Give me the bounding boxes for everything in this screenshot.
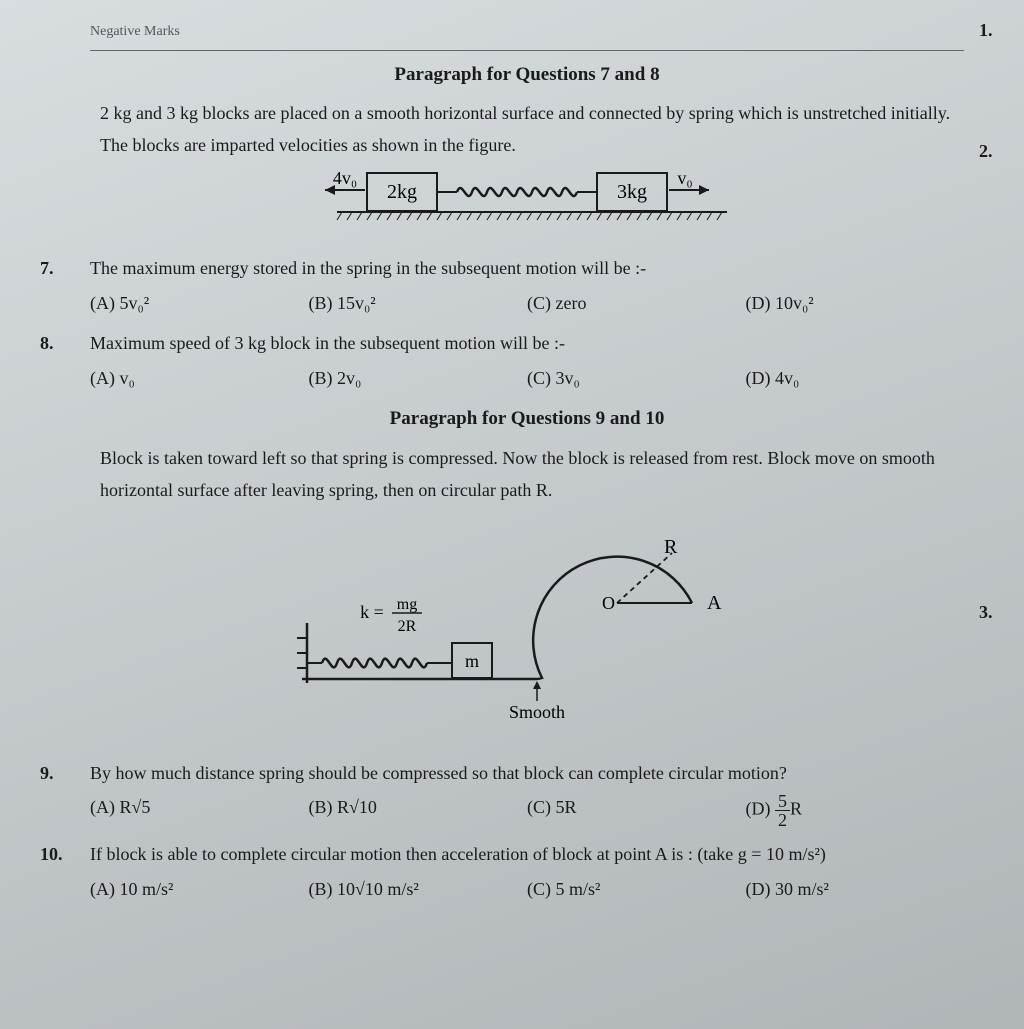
fig2-R: R	[664, 536, 678, 558]
q10-optD: (D) 30 m/s²	[746, 874, 965, 905]
q10-text: If block is able to complete circular mo…	[90, 839, 964, 870]
q7-optA: (A) 5v₀²	[90, 288, 309, 319]
q10-optB: (B) 10√10 m/s²	[309, 874, 528, 905]
figure-2: k = mg 2R m A O R Smooth	[90, 513, 964, 752]
q8-optC: (C) 3v₀	[527, 363, 746, 394]
q10-number: 10.	[40, 839, 90, 870]
figure-1-svg: 4v₀ 2kg 3kg v₀	[307, 168, 747, 238]
right-margin-numbers: 1. 2. 3.	[979, 20, 1009, 623]
paragraph-2-title: Paragraph for Questions 9 and 10	[90, 403, 964, 435]
fig2-smooth: Smooth	[509, 702, 565, 722]
fig2-k-den: 2R	[398, 618, 417, 635]
fig1-left-vel: 4v₀	[333, 168, 357, 188]
rn-2: 2.	[979, 141, 1009, 162]
q9-optB: (B) R√10	[309, 792, 528, 829]
rn-3: 3.	[979, 602, 1009, 623]
q10-row: 10. If block is able to complete circula…	[90, 839, 964, 870]
q8-optA: (A) v₀	[90, 363, 309, 394]
q7-options: (A) 5v₀² (B) 15v₀² (C) zero (D) 10v₀²	[90, 288, 964, 319]
q8-text: Maximum speed of 3 kg block in the subse…	[90, 328, 964, 359]
q9-optD-suffix: R	[790, 799, 802, 819]
page-content: Negative Marks Paragraph for Questions 7…	[0, 0, 1024, 934]
q9-options: (A) R√5 (B) R√10 (C) 5R (D) 5 2 R	[90, 792, 964, 829]
q8-optB: (B) 2v₀	[309, 363, 528, 394]
q7-text: The maximum energy stored in the spring …	[90, 253, 964, 284]
fig2-block-m: m	[465, 651, 479, 671]
q9-optD-prefix: (D)	[746, 799, 776, 819]
q8-row: 8. Maximum speed of 3 kg block in the su…	[90, 328, 964, 359]
q10-options: (A) 10 m/s² (B) 10√10 m/s² (C) 5 m/s² (D…	[90, 874, 964, 905]
q9-row: 9. By how much distance spring should be…	[90, 758, 964, 789]
q10-optC: (C) 5 m/s²	[527, 874, 746, 905]
header-line: Negative Marks	[90, 20, 964, 51]
q7-optD: (D) 10v₀²	[746, 288, 965, 319]
q9-optC: (C) 5R	[527, 792, 746, 829]
fig2-O: O	[602, 593, 615, 613]
header-left: Negative Marks	[90, 24, 180, 39]
fig1-block2: 3kg	[617, 181, 647, 203]
q8-number: 8.	[40, 328, 90, 359]
fig2-A: A	[707, 592, 722, 614]
q9-optD: (D) 5 2 R	[746, 792, 965, 829]
figure-1: 4v₀ 2kg 3kg v₀	[90, 168, 964, 247]
fig1-right-vel: v₀	[677, 168, 692, 188]
fig1-block1: 2kg	[387, 181, 417, 203]
figure-2-svg: k = mg 2R m A O R Smooth	[277, 513, 777, 743]
q10-optA: (A) 10 m/s²	[90, 874, 309, 905]
paragraph-1-title: Paragraph for Questions 7 and 8	[90, 59, 964, 91]
q7-optB: (B) 15v₀²	[309, 288, 528, 319]
q8-optD: (D) 4v₀	[746, 363, 965, 394]
q7-number: 7.	[40, 253, 90, 284]
fig2-k-num: mg	[397, 596, 417, 613]
paragraph-2-text: Block is taken toward left so that sprin…	[100, 442, 964, 507]
q9-number: 9.	[40, 758, 90, 789]
q7-optC: (C) zero	[527, 288, 746, 319]
rn-1: 1.	[979, 20, 1009, 41]
q9-optD-num: 5	[775, 792, 790, 811]
q8-options: (A) v₀ (B) 2v₀ (C) 3v₀ (D) 4v₀	[90, 363, 964, 394]
paragraph-1-text: 2 kg and 3 kg blocks are placed on a smo…	[100, 97, 964, 162]
q7-row: 7. The maximum energy stored in the spri…	[90, 253, 964, 284]
q9-optA: (A) R√5	[90, 792, 309, 829]
q9-text: By how much distance spring should be co…	[90, 758, 964, 789]
fig2-k-prefix: k =	[360, 602, 384, 622]
q9-optD-den: 2	[775, 811, 790, 829]
